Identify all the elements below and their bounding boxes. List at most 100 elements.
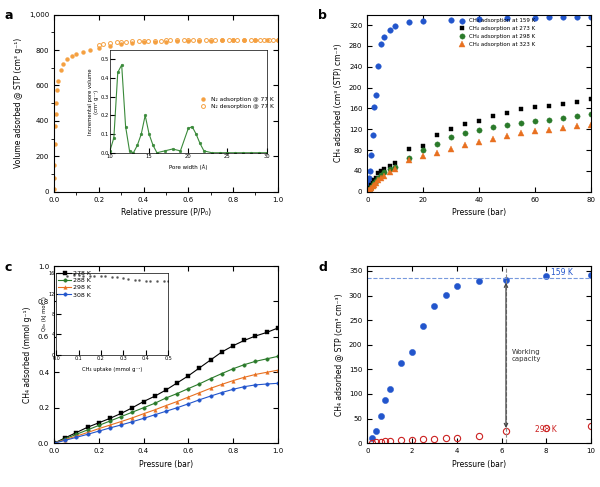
- CH₄ adsorption at 298 K: [574, 112, 581, 118]
- N₂ desorption @ 77 K: [274, 37, 281, 43]
- N₂ adsorption @ 77 K: [53, 100, 60, 106]
- 278 K: [95, 420, 103, 426]
- CH₄ adsorption at 298 K: [434, 141, 441, 147]
- N₂ desorption @ 77 K: [196, 37, 203, 43]
- CH₄ adsorption at 323 K: [372, 181, 379, 187]
- CH₄ adsorption at 273 K: [369, 180, 376, 186]
- N₂ desorption @ 77 K: [173, 37, 181, 43]
- Line: CH₄ adsorption at 273 K: CH₄ adsorption at 273 K: [365, 96, 593, 194]
- N₂ desorption @ 77 K: [189, 37, 196, 43]
- 278 K: [173, 380, 181, 386]
- N₂ desorption @ 77 K: [118, 39, 125, 45]
- CH₄ adsorption at 323 K: [406, 157, 413, 163]
- CH₄ adsorption at 159 K: [371, 104, 378, 110]
- CH₄ adsorption at 298 K: [371, 180, 378, 186]
- N₂ adsorption @ 77 K: [73, 51, 80, 57]
- CH₄ adsorption at 323 K: [448, 146, 455, 152]
- N₂ adsorption @ 77 K: [241, 37, 248, 43]
- 298 K: [377, 439, 384, 445]
- 308 K: [241, 384, 248, 390]
- CH₄ adsorption at 273 K: [503, 110, 511, 115]
- CH₄ adsorption at 298 K: [377, 171, 385, 177]
- 298 K: [106, 422, 113, 428]
- Y-axis label: CH₄ adsorbed (mmol g⁻¹): CH₄ adsorbed (mmol g⁻¹): [23, 306, 32, 403]
- 288 K: [274, 354, 281, 359]
- CH₄ adsorption at 159 K: [419, 18, 427, 24]
- 288 K: [129, 409, 136, 415]
- CH₄ adsorption at 323 K: [365, 187, 373, 193]
- 298 K: [386, 438, 393, 444]
- N₂ adsorption @ 77 K: [52, 123, 59, 129]
- 278 K: [50, 440, 58, 446]
- CH₄ adsorption at 323 K: [419, 153, 427, 159]
- 288 K: [106, 418, 113, 424]
- 308 K: [218, 390, 226, 395]
- N₂ adsorption @ 77 K: [151, 39, 158, 45]
- CH₄ adsorption at 273 K: [448, 126, 455, 132]
- 308 K: [185, 401, 192, 407]
- 288 K: [95, 423, 103, 429]
- CH₄ adsorption at 323 K: [545, 127, 553, 132]
- 308 K: [118, 422, 125, 428]
- CH₄ adsorption at 159 K: [532, 15, 539, 20]
- 298 K: [368, 440, 376, 446]
- CH₄ adsorption at 298 K: [532, 118, 539, 124]
- N₂ desorption @ 77 K: [234, 37, 241, 43]
- Line: N₂ adsorption @ 77 K: N₂ adsorption @ 77 K: [52, 38, 280, 191]
- 298 K: [151, 407, 158, 413]
- CH₄ adsorption at 323 K: [375, 177, 382, 183]
- CH₄ adsorption at 273 K: [406, 146, 413, 152]
- N₂ adsorption @ 77 K: [118, 41, 125, 47]
- 298 K: [382, 438, 389, 444]
- CH₄ adsorption at 159 K: [545, 14, 553, 20]
- 298 K: [542, 426, 550, 431]
- CH₄ adsorption at 273 K: [419, 143, 427, 149]
- N₂ desorption @ 77 K: [158, 37, 165, 43]
- Line: 298 K: 298 K: [52, 369, 280, 445]
- N₂ adsorption @ 77 K: [196, 38, 203, 44]
- CH₄ adsorption at 159 K: [406, 19, 413, 25]
- CH₄ adsorption at 273 K: [375, 170, 382, 176]
- CH₄ adsorption at 298 K: [461, 131, 469, 136]
- CH₄ adsorption at 273 K: [380, 166, 388, 172]
- CH₄ adsorption at 159 K: [367, 168, 374, 174]
- 278 K: [73, 430, 80, 435]
- 288 K: [218, 371, 226, 376]
- N₂ desorption @ 77 K: [269, 37, 277, 43]
- Legend: N₂ adsorption @ 77 K, N₂ desorption @ 77 K: N₂ adsorption @ 77 K, N₂ desorption @ 77…: [196, 96, 275, 111]
- 308 K: [162, 409, 169, 414]
- CH₄ adsorption at 273 K: [392, 160, 399, 166]
- 298 K: [263, 370, 270, 375]
- 288 K: [73, 431, 80, 437]
- CH₄ adsorption at 273 K: [364, 188, 371, 194]
- 278 K: [151, 393, 158, 399]
- 298 K: [373, 439, 380, 445]
- CH₄ adsorption at 273 K: [377, 168, 385, 174]
- 298 K: [218, 381, 226, 387]
- 308 K: [140, 415, 147, 421]
- CH₄ adsorption at 298 K: [380, 169, 388, 175]
- N₂ desorption @ 77 K: [136, 38, 143, 44]
- 298 K: [431, 436, 438, 442]
- Y-axis label: Volume adsorbed @ STP (cm³ g⁻¹): Volume adsorbed @ STP (cm³ g⁻¹): [14, 38, 23, 169]
- 278 K: [185, 373, 192, 379]
- 308 K: [263, 381, 270, 387]
- Text: 159 K: 159 K: [551, 268, 572, 277]
- 288 K: [185, 386, 192, 392]
- Y-axis label: CH₄ adsorbed (cm³ (STP) cm⁻³): CH₄ adsorbed (cm³ (STP) cm⁻³): [334, 44, 343, 163]
- 308 K: [95, 428, 103, 434]
- 159 K: [409, 349, 416, 355]
- 278 K: [106, 415, 113, 421]
- N₂ desorption @ 77 K: [261, 37, 268, 43]
- CH₄ adsorption at 298 K: [369, 182, 376, 188]
- 278 K: [274, 325, 281, 331]
- CH₄ adsorption at 323 K: [368, 185, 375, 191]
- N₂ desorption @ 77 K: [207, 37, 214, 43]
- 298 K: [419, 436, 427, 442]
- 278 K: [196, 365, 203, 371]
- Text: d: d: [318, 261, 327, 274]
- 159 K: [382, 397, 389, 403]
- CH₄ adsorption at 323 K: [574, 123, 581, 129]
- Line: 278 K: 278 K: [52, 326, 280, 445]
- 159 K: [502, 277, 509, 283]
